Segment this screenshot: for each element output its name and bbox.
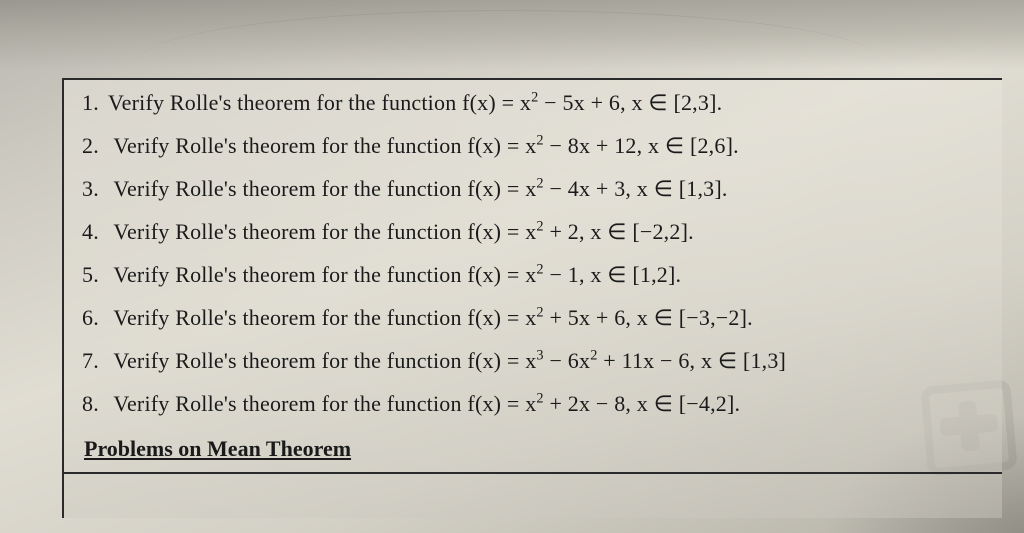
problem-row: 4. Verify Rolle's theorem for the functi… (82, 221, 1002, 243)
problem-expression: f(x) = x2 − 4x + 3, x ∈ [1,3]. (467, 176, 727, 201)
problem-row: 2. Verify Rolle's theorem for the functi… (82, 135, 1002, 157)
problem-lead: Verify Rolle's theorem for the function (113, 348, 461, 373)
problem-lead: Verify Rolle's theorem for the function (113, 262, 461, 287)
problem-expression: f(x) = x2 − 8x + 12, x ∈ [2,6]. (467, 133, 738, 158)
problem-expression: f(x) = x3 − 6x2 + 11x − 6, x ∈ [1,3] (467, 348, 786, 373)
problem-number: 7. (82, 350, 108, 372)
problem-lead: Verify Rolle's theorem for the function (113, 391, 461, 416)
problem-row: 6. Verify Rolle's theorem for the functi… (82, 307, 1002, 329)
problem-number: 8. (82, 393, 108, 415)
problem-expression: f(x) = x2 + 2, x ∈ [−2,2]. (467, 219, 693, 244)
problem-lead: Verify Rolle's theorem for the function (113, 219, 461, 244)
problem-number: 2. (82, 135, 108, 157)
problem-number: 5. (82, 264, 108, 286)
problem-box: 1.Verify Rolle's theorem for the functio… (62, 78, 1002, 518)
problem-number: 1. (82, 92, 108, 114)
problem-expression: f(x) = x2 − 1, x ∈ [1,2]. (467, 262, 681, 287)
problem-row: 3. Verify Rolle's theorem for the functi… (82, 178, 1002, 200)
problem-row: 1.Verify Rolle's theorem for the functio… (82, 92, 1002, 114)
problem-row: 8. Verify Rolle's theorem for the functi… (82, 393, 1002, 415)
problem-number: 3. (82, 178, 108, 200)
problem-number: 6. (82, 307, 108, 329)
problem-expression: f(x) = x2 + 5x + 6, x ∈ [−3,−2]. (467, 305, 752, 330)
problem-lead: Verify Rolle's theorem for the function (113, 176, 461, 201)
problem-number: 4. (82, 221, 108, 243)
problem-lead: Verify Rolle's theorem for the function (108, 90, 456, 115)
problem-lead: Verify Rolle's theorem for the function (113, 133, 461, 158)
problem-row: 5. Verify Rolle's theorem for the functi… (82, 264, 1002, 286)
problem-expression: f(x) = x2 − 5x + 6, x ∈ [2,3]. (462, 90, 722, 115)
section-title: Problems on Mean Theorem (84, 436, 1002, 462)
problem-lead: Verify Rolle's theorem for the function (113, 305, 461, 330)
problem-row: 7. Verify Rolle's theorem for the functi… (82, 350, 1002, 372)
horizontal-rule (64, 472, 1002, 474)
problem-expression: f(x) = x2 + 2x − 8, x ∈ [−4,2]. (467, 391, 740, 416)
